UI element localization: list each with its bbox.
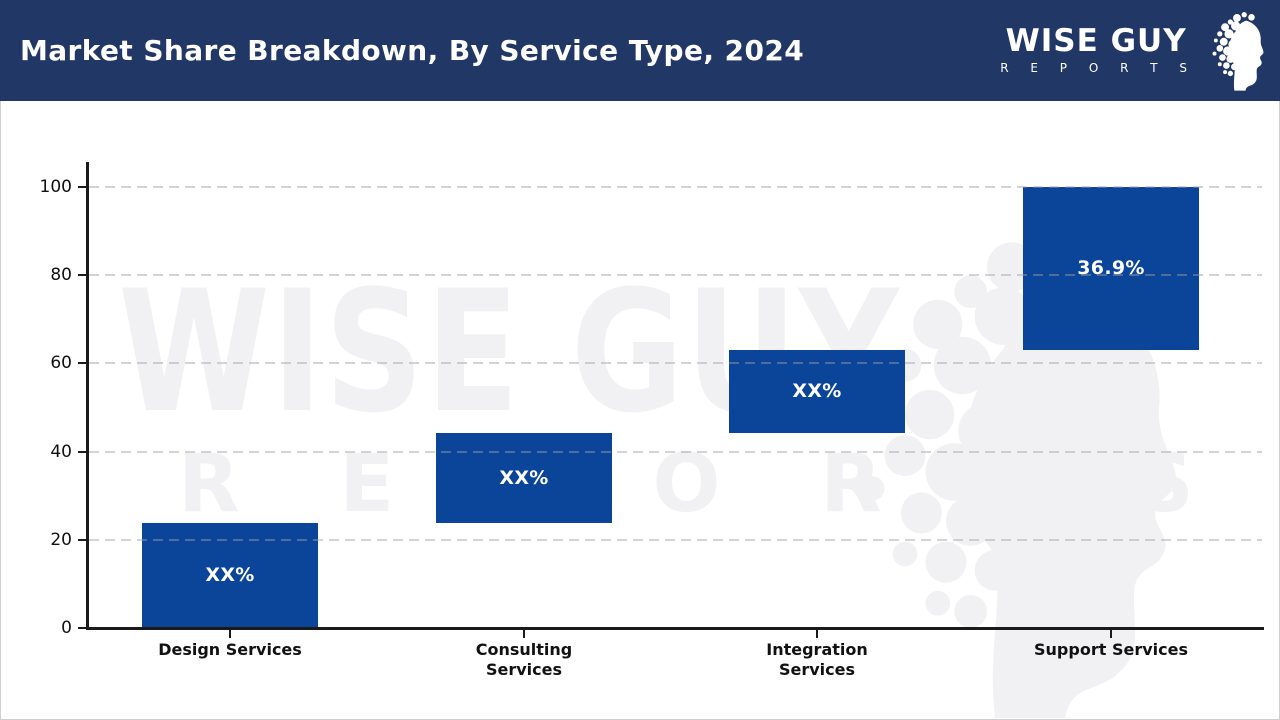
y-axis-tick-label: 40 bbox=[50, 441, 72, 462]
gridline bbox=[89, 186, 1262, 188]
y-axis-tick bbox=[78, 627, 86, 629]
x-axis-tick bbox=[1110, 630, 1112, 638]
x-axis-spine bbox=[86, 627, 1264, 630]
bar-segment: XX% bbox=[142, 522, 318, 628]
gridline bbox=[89, 274, 1262, 277]
bar-segment: XX% bbox=[436, 432, 612, 523]
x-axis-tick bbox=[229, 630, 231, 638]
bar-value-label: XX% bbox=[499, 466, 549, 489]
header-bar: Market Share Breakdown, By Service Type,… bbox=[0, 0, 1280, 101]
y-axis-tick bbox=[78, 186, 86, 188]
bar-value-label: XX% bbox=[205, 564, 255, 587]
y-axis-tick-label: 60 bbox=[50, 353, 72, 374]
page-title: Market Share Breakdown, By Service Type,… bbox=[20, 34, 805, 67]
dotted-head-logo-icon bbox=[1212, 11, 1264, 91]
y-axis-tick bbox=[78, 362, 86, 365]
bar-value-label: XX% bbox=[792, 380, 842, 403]
x-axis-category-label: Integration Services bbox=[766, 640, 868, 679]
y-axis-tick-label: 0 bbox=[61, 618, 72, 638]
gridline bbox=[89, 362, 1262, 365]
y-axis-tick-label: 100 bbox=[39, 177, 72, 197]
brand-subtitle: R E P O R T S bbox=[1000, 61, 1196, 75]
brand-logo-text: WISE GUY R E P O R T S bbox=[996, 23, 1196, 76]
brand-logo: WISE GUY R E P O R T S bbox=[996, 9, 1266, 93]
y-axis-tick bbox=[78, 450, 86, 453]
x-axis-tick bbox=[523, 630, 525, 638]
y-axis-tick bbox=[78, 274, 86, 277]
bar-value-label: 36.9% bbox=[1077, 257, 1145, 280]
y-axis-spine bbox=[86, 162, 89, 630]
x-axis-category-label: Design Services bbox=[158, 640, 302, 659]
x-axis-tick bbox=[816, 630, 818, 638]
y-axis-tick-label: 80 bbox=[50, 265, 72, 286]
gridline bbox=[89, 450, 1262, 453]
gridline bbox=[89, 538, 1262, 541]
y-axis-tick-label: 20 bbox=[50, 529, 72, 550]
bar-segment: XX% bbox=[729, 349, 905, 433]
brand-name: WISE GUY bbox=[1005, 23, 1187, 59]
y-axis-tick bbox=[78, 538, 86, 541]
x-axis-category-label: Support Services bbox=[1034, 640, 1188, 659]
bar-segment: 36.9% bbox=[1023, 187, 1199, 350]
x-axis-category-label: Consulting Services bbox=[475, 640, 573, 679]
